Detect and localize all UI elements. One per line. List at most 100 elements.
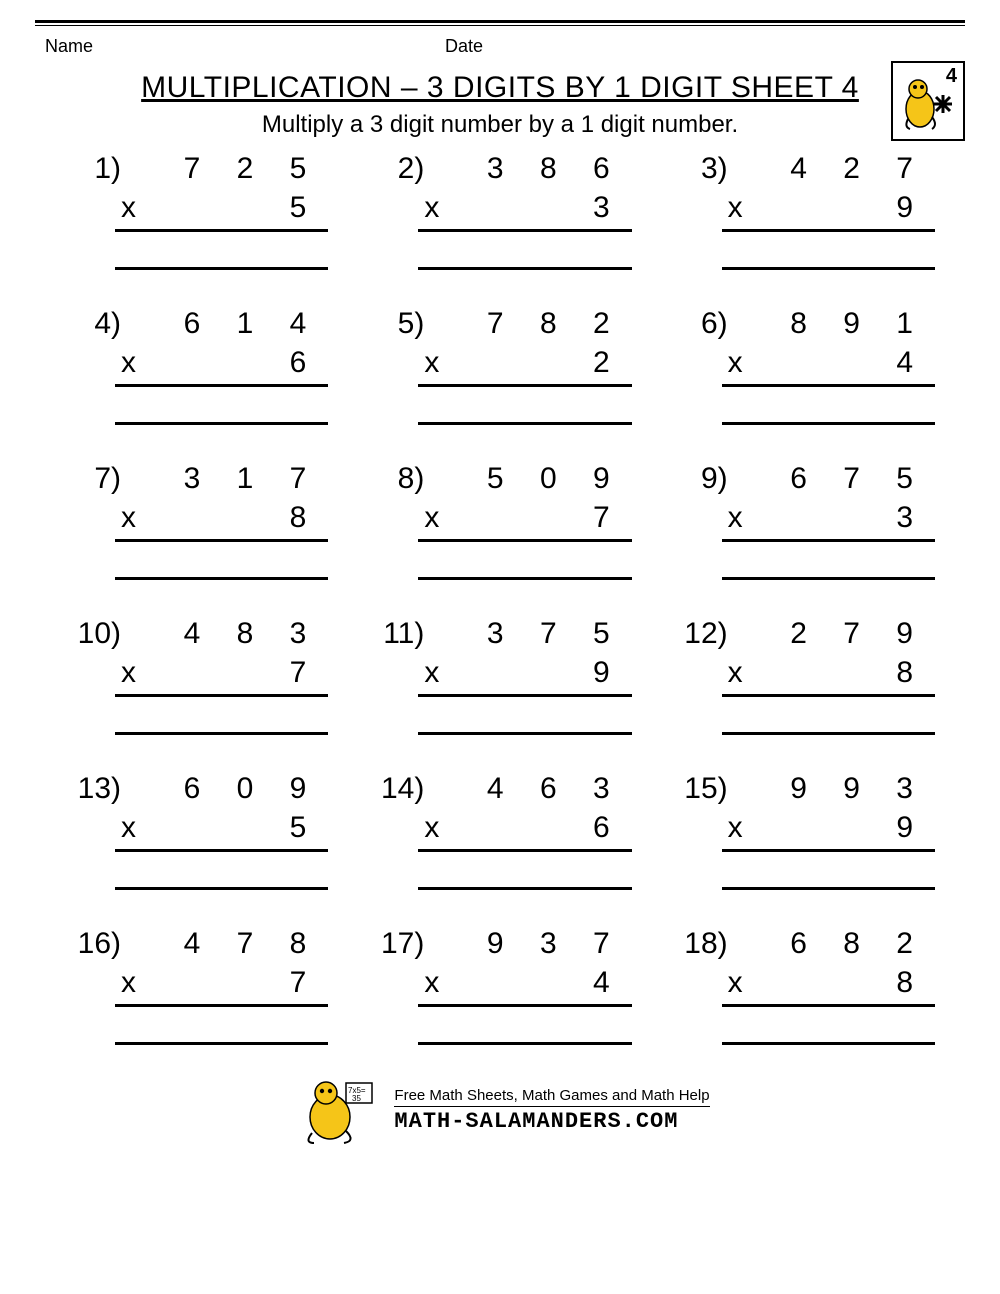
problem-bottom-row: x5	[115, 188, 328, 232]
problem: 9)6 7 5x3	[672, 459, 935, 580]
multiplicand: 2 7 9	[734, 614, 935, 653]
multiplier: 9	[756, 188, 935, 227]
title-row: MULTIPLICATION – 3 DIGITS BY 1 DIGIT SHE…	[35, 65, 965, 105]
multiplicand: 9 9 3	[734, 769, 935, 808]
name-label: Name	[45, 36, 385, 57]
problem-bottom-row: x9	[722, 188, 935, 232]
problem: 17)9 3 7x4	[368, 924, 631, 1045]
answer-line	[722, 232, 935, 270]
problem-top-row: 12)2 7 9	[672, 614, 935, 653]
problem-top-row: 9)6 7 5	[672, 459, 935, 498]
problem-bottom-row: x6	[115, 343, 328, 387]
multiplier: 2	[452, 343, 631, 382]
problem-bottom-row: x6	[418, 808, 631, 852]
answer-line	[418, 852, 631, 890]
problem-bottom-row: x4	[418, 963, 631, 1007]
problem: 18)6 8 2x8	[672, 924, 935, 1045]
multiplicand: 6 7 5	[734, 459, 935, 498]
problem-number: 3)	[672, 149, 734, 188]
problem-top-row: 2)3 8 6	[368, 149, 631, 188]
problem-number: 17)	[368, 924, 430, 963]
problem: 5)7 8 2x2	[368, 304, 631, 425]
problem-bottom-row: x7	[115, 963, 328, 1007]
operator: x	[115, 653, 149, 692]
operator: x	[115, 963, 149, 1002]
problem-bottom-row: x3	[722, 498, 935, 542]
problem: 4)6 1 4x6	[65, 304, 328, 425]
problem-number: 13)	[65, 769, 127, 808]
problem-top-row: 18)6 8 2	[672, 924, 935, 963]
footer-salamander-icon: 7x5= 35	[290, 1075, 380, 1145]
problem-top-row: 13)6 0 9	[65, 769, 328, 808]
answer-line	[418, 387, 631, 425]
multiplicand: 3 7 5	[430, 614, 631, 653]
operator: x	[418, 653, 452, 692]
multiplier: 6	[149, 343, 328, 382]
multiplicand: 4 7 8	[127, 924, 328, 963]
multiplier: 9	[756, 808, 935, 847]
problem: 16)4 7 8x7	[65, 924, 328, 1045]
problem-top-row: 14)4 6 3	[368, 769, 631, 808]
problem-bottom-row: x5	[115, 808, 328, 852]
problem-top-row: 1)7 2 5	[65, 149, 328, 188]
answer-line	[115, 852, 328, 890]
operator: x	[722, 653, 756, 692]
problems-grid: 1)7 2 5x52)3 8 6x33)4 2 7x94)6 1 4x65)7 …	[35, 149, 965, 1045]
answer-line	[722, 387, 935, 425]
multiplicand: 6 1 4	[127, 304, 328, 343]
multiplicand: 3 8 6	[430, 149, 631, 188]
multiplier: 4	[756, 343, 935, 382]
problem: 8)5 0 9x7	[368, 459, 631, 580]
problem-number: 10)	[65, 614, 127, 653]
problem-top-row: 6)8 9 1	[672, 304, 935, 343]
problem-bottom-row: x3	[418, 188, 631, 232]
operator: x	[418, 188, 452, 227]
answer-line	[418, 232, 631, 270]
multiplicand: 6 8 2	[734, 924, 935, 963]
answer-line	[722, 697, 935, 735]
worksheet-title: MULTIPLICATION – 3 DIGITS BY 1 DIGIT SHE…	[141, 71, 859, 105]
problem-top-row: 10)4 8 3	[65, 614, 328, 653]
problem-top-row: 16)4 7 8	[65, 924, 328, 963]
grade-badge: 4	[891, 61, 965, 141]
problem-bottom-row: x7	[115, 653, 328, 697]
multiplicand: 3 1 7	[127, 459, 328, 498]
operator: x	[722, 808, 756, 847]
problem-bottom-row: x8	[115, 498, 328, 542]
answer-line	[418, 1007, 631, 1045]
operator: x	[115, 343, 149, 382]
answer-line	[115, 542, 328, 580]
multiplier: 7	[149, 963, 328, 1002]
grade-number: 4	[946, 65, 957, 88]
operator: x	[722, 343, 756, 382]
multiplicand: 9 3 7	[430, 924, 631, 963]
problem: 11)3 7 5x9	[368, 614, 631, 735]
multiplicand: 7 2 5	[127, 149, 328, 188]
answer-line	[418, 542, 631, 580]
problem-bottom-row: x8	[722, 963, 935, 1007]
operator: x	[115, 808, 149, 847]
answer-line	[722, 542, 935, 580]
answer-line	[722, 852, 935, 890]
problem: 3)4 2 7x9	[672, 149, 935, 270]
answer-line	[115, 387, 328, 425]
problem: 2)3 8 6x3	[368, 149, 631, 270]
problem-number: 18)	[672, 924, 734, 963]
operator: x	[722, 188, 756, 227]
problem-number: 7)	[65, 459, 127, 498]
multiplier: 4	[452, 963, 631, 1002]
problem-number: 14)	[368, 769, 430, 808]
multiplier: 3	[756, 498, 935, 537]
problem-number: 11)	[368, 614, 430, 653]
multiplicand: 7 8 2	[430, 304, 631, 343]
problem-number: 6)	[672, 304, 734, 343]
multiplicand: 4 6 3	[430, 769, 631, 808]
top-rule-heavy	[35, 20, 965, 23]
problem: 1)7 2 5x5	[65, 149, 328, 270]
operator: x	[115, 498, 149, 537]
answer-line	[722, 1007, 935, 1045]
date-label: Date	[445, 36, 745, 57]
problem-number: 12)	[672, 614, 734, 653]
problem: 13)6 0 9x5	[65, 769, 328, 890]
operator: x	[722, 498, 756, 537]
